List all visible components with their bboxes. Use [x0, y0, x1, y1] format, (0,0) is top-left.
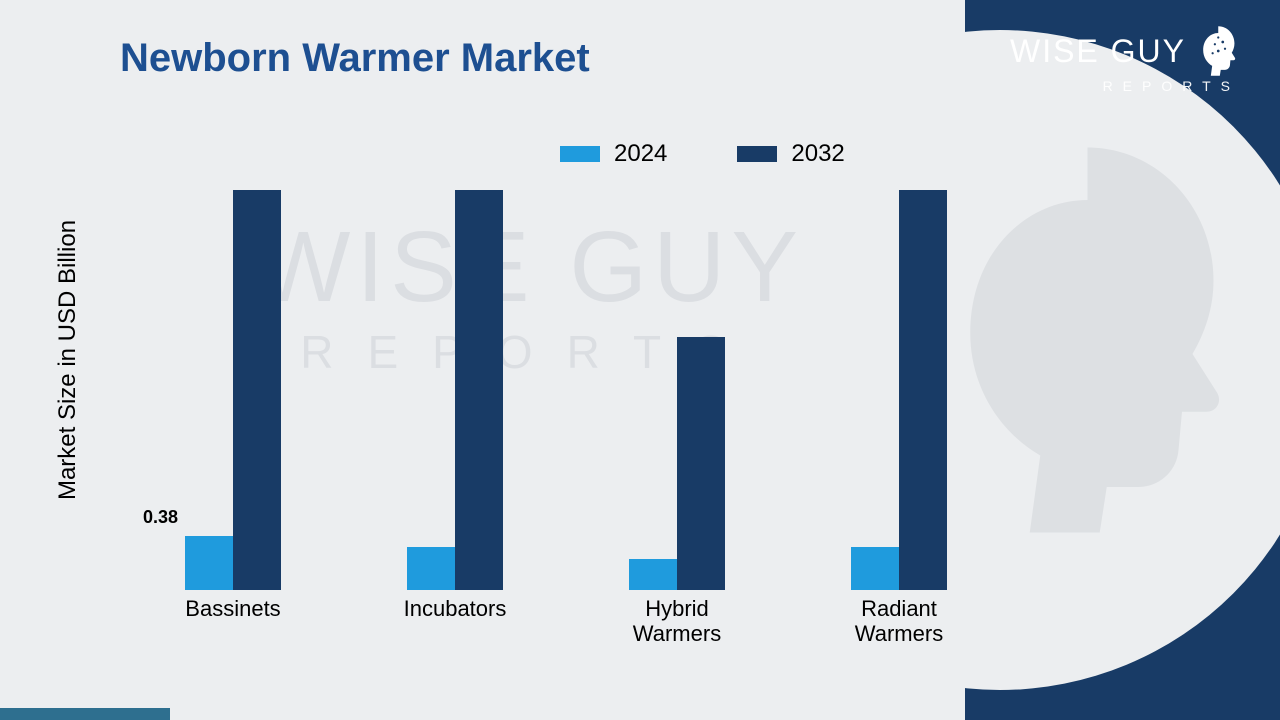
- brand-logo-main: WISE GUY: [1010, 33, 1186, 70]
- bar-2024-3: [851, 547, 899, 590]
- bar-2032-2: [677, 337, 725, 590]
- x-label-3: RadiantWarmers: [801, 596, 997, 647]
- bar-2024-2: [629, 559, 677, 590]
- y-axis-label: Market Size in USD Billion: [54, 220, 82, 500]
- bar-value-label: 0.38: [143, 507, 178, 528]
- legend-item-2024: 2024: [560, 140, 667, 168]
- legend-label-2024: 2024: [614, 140, 667, 168]
- legend: 2024 2032: [560, 140, 845, 168]
- brand-head-icon: [1192, 24, 1240, 78]
- bar-2032-1: [455, 190, 503, 590]
- y-axis-label-wrap: Market Size in USD Billion: [48, 0, 88, 720]
- bar-2032-3: [899, 190, 947, 590]
- x-label-2: HybridWarmers: [579, 596, 775, 647]
- footer-accent-bar: [0, 708, 170, 720]
- chart-title: Newborn Warmer Market: [120, 36, 590, 81]
- chart-canvas: WISE GUY REPORTS Newborn Warmer Market M…: [0, 0, 1280, 720]
- x-label-0: Bassinets: [135, 596, 331, 621]
- legend-swatch-2032: [737, 146, 777, 162]
- legend-item-2032: 2032: [737, 140, 844, 168]
- legend-label-2032: 2032: [791, 140, 844, 168]
- brand-logo: WISE GUY REPORTS: [1010, 24, 1240, 94]
- bar-2032-0: [233, 190, 281, 590]
- bar-2024-1: [407, 547, 455, 590]
- bar-2024-0: [185, 536, 233, 590]
- brand-logo-sub: REPORTS: [1010, 78, 1240, 94]
- plot-area: BassinetsIncubatorsHybridWarmersRadiantW…: [145, 190, 1075, 590]
- legend-swatch-2024: [560, 146, 600, 162]
- x-label-1: Incubators: [357, 596, 553, 621]
